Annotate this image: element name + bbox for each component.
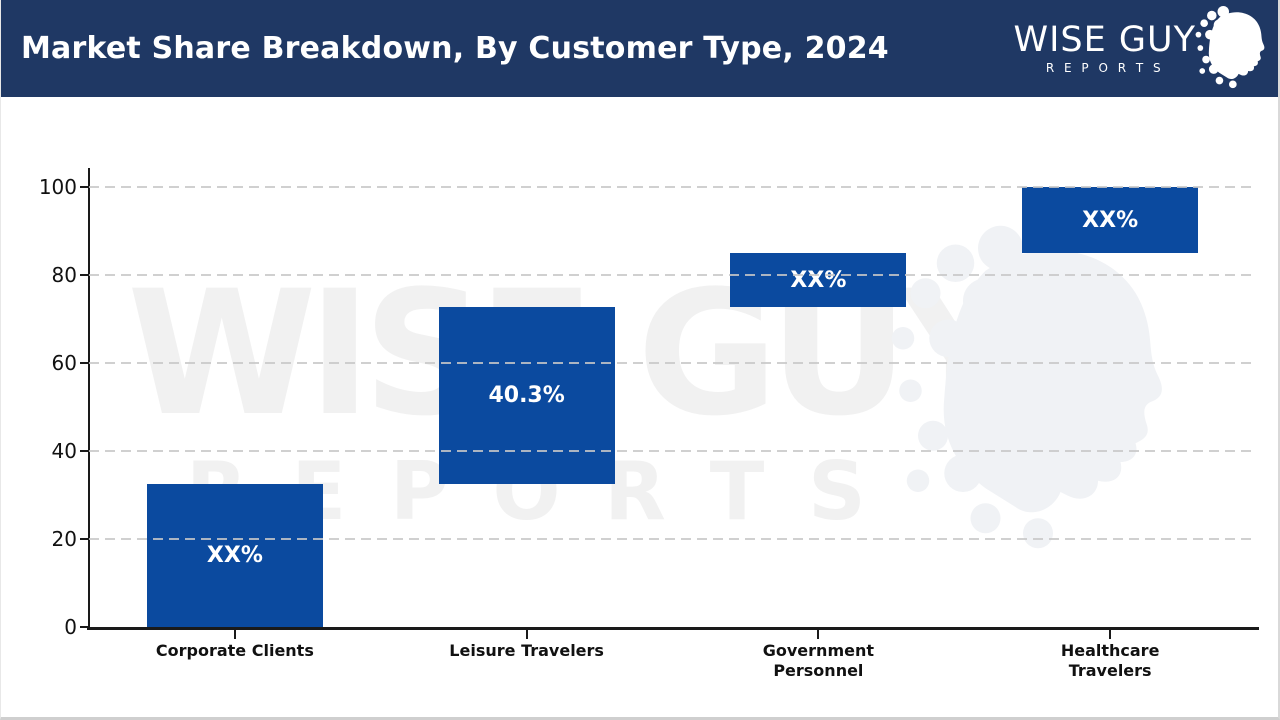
y-tick-label: 20 — [51, 527, 77, 551]
x-tick-mark — [525, 630, 528, 639]
bar-healthcare-travelers: XX% — [1022, 187, 1199, 254]
logo-wordmark-block: WISE GUY R E P O R T S — [1013, 19, 1196, 75]
x-axis-label-corporate-clients: Corporate Clients — [155, 641, 314, 660]
bar-leisure-travelers: 40.3% — [438, 307, 615, 485]
face-profile-dots-icon — [1195, 5, 1265, 88]
page-title: Market Share Breakdown, By Customer Type… — [21, 31, 889, 66]
gridline-100 — [89, 186, 1256, 188]
bar-value-label: XX% — [790, 267, 847, 293]
gridline-20 — [89, 538, 1256, 540]
header-bar: Market Share Breakdown, By Customer Type… — [1, 0, 1278, 97]
bar-corporate-clients: XX% — [146, 484, 323, 627]
x-tick-mark — [1109, 630, 1112, 639]
x-axis-label-government-personnel: Government Personnel — [762, 641, 874, 680]
gridline-80 — [89, 274, 1256, 276]
logo-wordmark: WISE GUY — [1013, 19, 1196, 60]
y-axis-line — [88, 168, 90, 629]
y-tick-label: 100 — [38, 175, 77, 199]
gridline-60 — [89, 362, 1256, 364]
y-tick-mark — [80, 538, 89, 540]
x-axis-label-leisure-travelers: Leisure Travelers — [449, 641, 604, 660]
y-tick-mark — [80, 626, 89, 628]
y-tick-label: 40 — [51, 439, 77, 463]
y-tick-mark — [80, 274, 89, 276]
y-tick-label: 60 — [51, 351, 77, 375]
wise-guy-logo: WISE GUY R E P O R T S — [1013, 5, 1268, 92]
watermark-face-icon — [891, 225, 1162, 549]
y-tick-label: 80 — [51, 263, 77, 287]
logo-subtext: R E P O R T S — [1045, 60, 1164, 75]
y-tick-mark — [80, 450, 89, 452]
x-axis-label-healthcare-travelers: Healthcare Travelers — [1060, 641, 1160, 680]
bar-value-label: XX% — [1082, 207, 1139, 233]
x-tick-mark — [817, 630, 820, 639]
gridline-40 — [89, 450, 1256, 452]
bar-government-personnel: XX% — [730, 253, 907, 308]
x-tick-mark — [233, 630, 236, 639]
y-tick-mark — [80, 186, 89, 188]
x-axis-line — [87, 627, 1259, 630]
y-tick-mark — [80, 362, 89, 364]
y-tick-label: 0 — [64, 615, 77, 639]
bar-value-label: 40.3% — [488, 383, 565, 409]
bar-value-label: XX% — [206, 543, 263, 569]
